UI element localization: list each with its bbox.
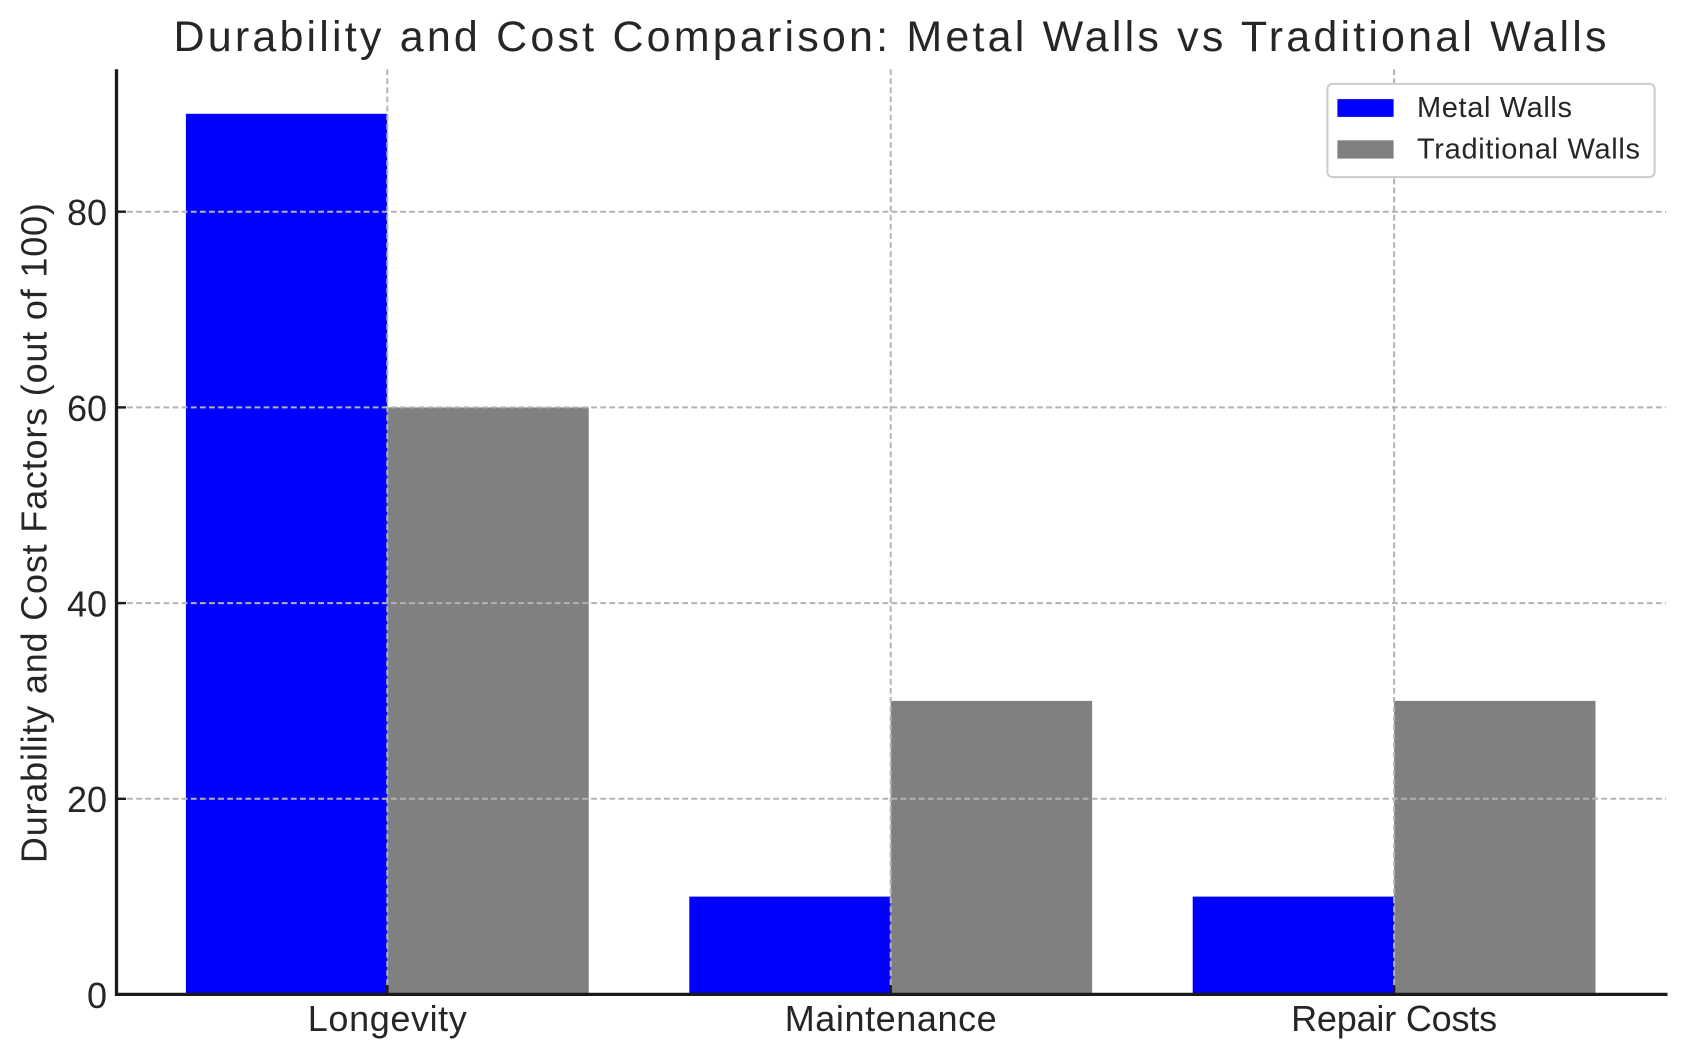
svg-text:40: 40 <box>67 584 107 625</box>
svg-text:Longevity: Longevity <box>308 998 467 1039</box>
svg-text:Repair Costs: Repair Costs <box>1291 998 1497 1039</box>
svg-text:0: 0 <box>87 975 107 1016</box>
svg-text:Metal Walls: Metal Walls <box>1417 92 1572 124</box>
svg-text:Durability and Cost Comparison: Durability and Cost Comparison: Metal Wa… <box>174 13 1607 61</box>
svg-text:20: 20 <box>67 779 107 820</box>
svg-text:80: 80 <box>67 192 107 233</box>
svg-text:Durability and Cost Factors (o: Durability and Cost Factors (out of 100) <box>14 203 55 863</box>
svg-text:Maintenance: Maintenance <box>785 998 997 1039</box>
svg-text:60: 60 <box>67 388 107 429</box>
svg-text:Traditional Walls: Traditional Walls <box>1417 134 1640 166</box>
